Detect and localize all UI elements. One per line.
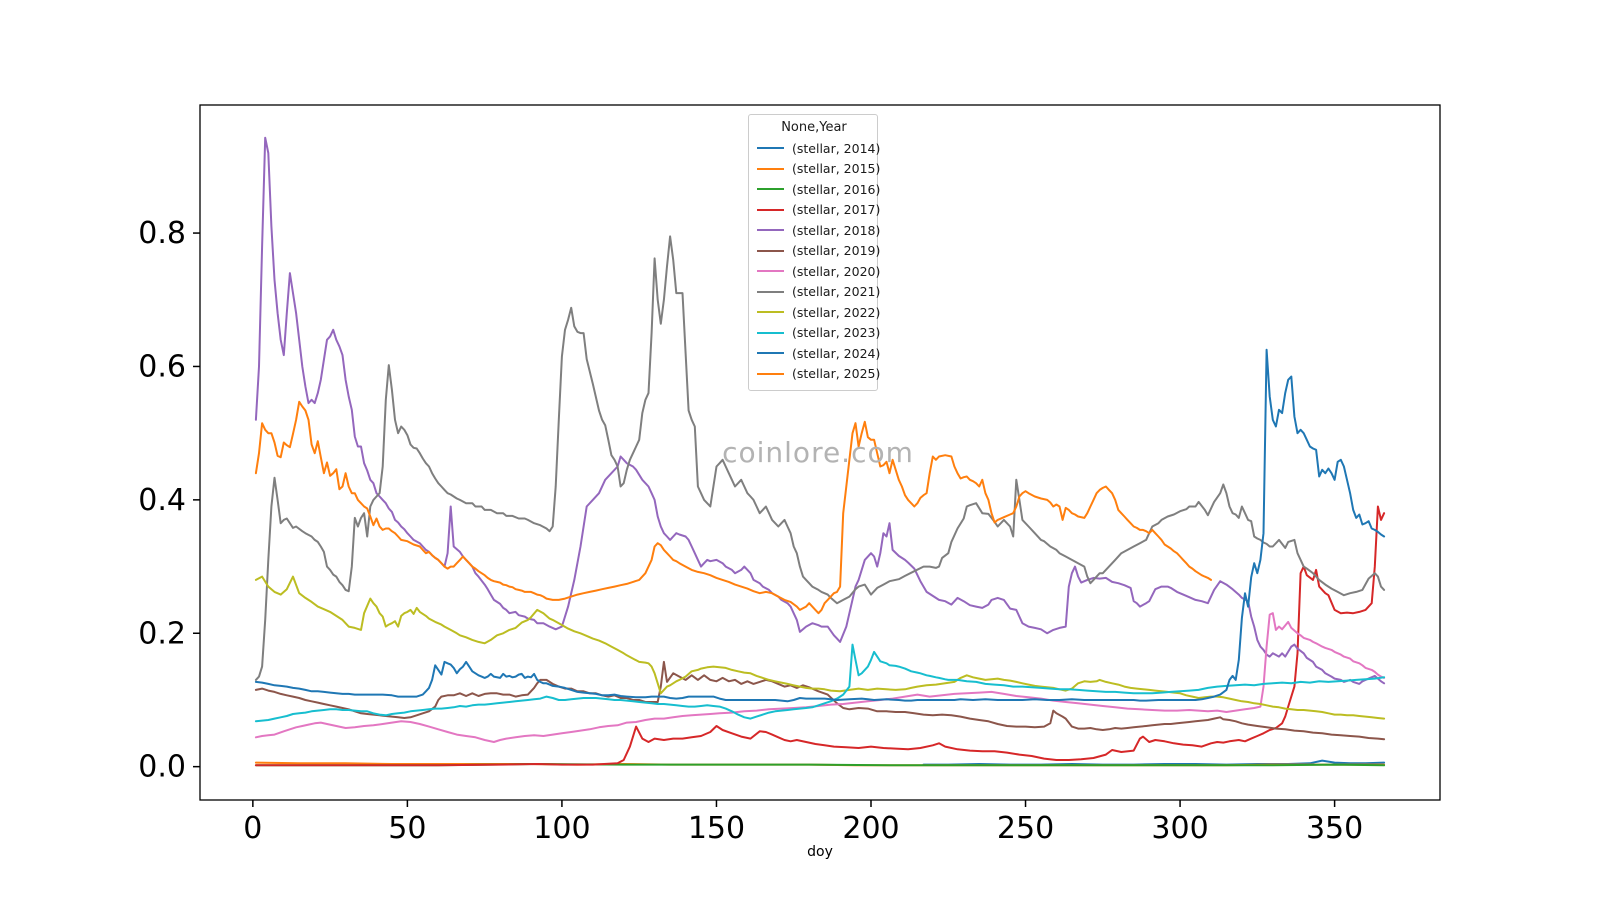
y-tick-label: 0.2	[138, 616, 186, 651]
x-tick-label: 250	[997, 811, 1054, 846]
legend-line-swatch	[757, 249, 784, 252]
x-tick-label: 50	[388, 811, 426, 846]
legend-items: (stellar, 2014) (stellar, 2015) (stellar, …	[757, 138, 880, 385]
x-axis-label: doy	[807, 844, 833, 860]
series-line	[254, 235, 1386, 681]
legend-item-label: (stellar, 2016)	[792, 181, 881, 197]
legend-item-label: (stellar, 2018)	[792, 222, 881, 238]
series-line	[254, 400, 1212, 615]
legend-line-swatch	[757, 311, 784, 314]
x-tick-label: 300	[1151, 811, 1208, 846]
plot-border	[199, 104, 1441, 801]
legend: None,Year (stellar, 2014) (stellar, 2015)…	[748, 114, 880, 391]
legend-item: (stellar, 2017)	[757, 200, 880, 221]
legend-item: (stellar, 2016)	[757, 179, 880, 200]
legend-item: (stellar, 2019)	[757, 241, 880, 262]
legend-line-swatch	[757, 208, 784, 211]
x-tick-label: 150	[688, 811, 745, 846]
legend-item-label: (stellar, 2017)	[792, 202, 881, 218]
x-tick-label: 200	[842, 811, 899, 846]
series-line	[254, 348, 1386, 703]
legend-line-swatch	[757, 290, 784, 293]
legend-item-label: (stellar, 2024)	[792, 345, 881, 361]
legend-line-swatch	[757, 188, 784, 191]
legend-line-swatch	[757, 147, 784, 150]
series-line	[254, 575, 1386, 720]
legend-item: (stellar, 2018)	[757, 220, 880, 241]
x-tick-label: 0	[243, 811, 262, 846]
legend-line-swatch	[757, 331, 784, 334]
legend-item: (stellar, 2023)	[757, 323, 880, 344]
legend-item-label: (stellar, 2014)	[792, 140, 881, 156]
series-line	[254, 505, 1386, 767]
y-tick-label: 0.8	[138, 216, 186, 251]
legend-item-label: (stellar, 2022)	[792, 304, 881, 320]
legend-line-swatch	[757, 352, 784, 355]
x-tick-label: 100	[533, 811, 590, 846]
legend-title: None,Year	[781, 120, 847, 135]
x-tick-label: 350	[1306, 811, 1363, 846]
legend-item-label: (stellar, 2019)	[792, 243, 881, 259]
legend-item: (stellar, 2014)	[757, 138, 880, 159]
y-tick-label: 0.0	[138, 750, 186, 785]
series-line	[254, 660, 1386, 741]
y-tick-label: 0.4	[138, 483, 186, 518]
watermark: coinlore.com	[722, 436, 914, 469]
legend-item-label: (stellar, 2015)	[792, 161, 881, 177]
series-line	[254, 136, 1386, 685]
legend-line-swatch	[757, 270, 784, 273]
legend-item-label: (stellar, 2021)	[792, 284, 881, 300]
y-tick-label: 0.6	[138, 349, 186, 384]
series-line	[254, 643, 1386, 723]
legend-line-swatch	[757, 167, 784, 170]
legend-item: (stellar, 2025)	[757, 364, 880, 385]
legend-item: (stellar, 2015)	[757, 159, 880, 180]
legend-item: (stellar, 2021)	[757, 282, 880, 303]
series-line	[254, 612, 1386, 743]
legend-item: (stellar, 2022)	[757, 302, 880, 323]
legend-item: (stellar, 2024)	[757, 343, 880, 364]
legend-line-swatch	[757, 372, 784, 375]
legend-item: (stellar, 2020)	[757, 261, 880, 282]
legend-item-label: (stellar, 2025)	[792, 366, 881, 382]
legend-item-label: (stellar, 2023)	[792, 325, 881, 341]
legend-line-swatch	[757, 229, 784, 232]
legend-item-label: (stellar, 2020)	[792, 263, 881, 279]
